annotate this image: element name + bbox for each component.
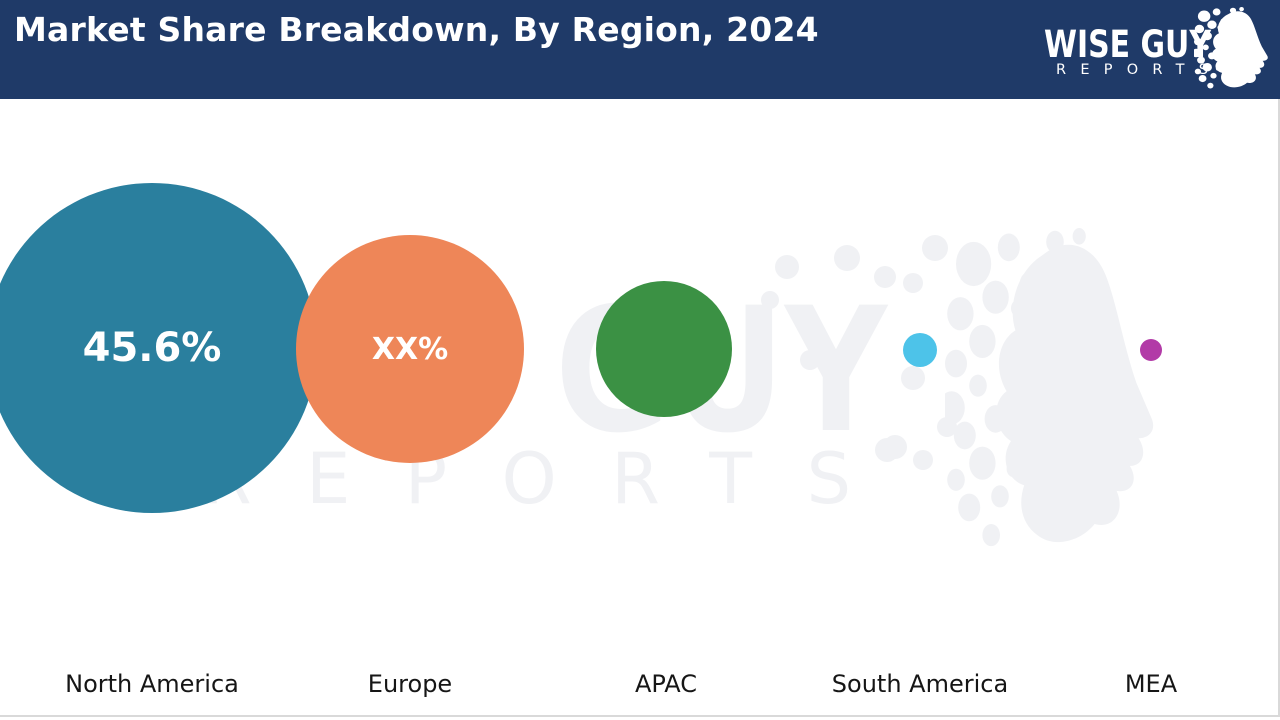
category-label-europe: Europe (367, 670, 453, 698)
bubble-south-america (903, 333, 937, 367)
header-bar: Market Share Breakdown, By Region, 2024 … (0, 0, 1280, 99)
category-label-mea: MEA (1124, 670, 1178, 698)
bubble-chart-area: GUY REPORTS 45.6% XX% (0, 99, 1280, 717)
bubble-north-america: 45.6% (0, 183, 317, 513)
bubble-apac (596, 281, 732, 417)
logo-wordmark: WISE GUY (1044, 23, 1212, 66)
category-label-south-america: South America (831, 670, 1009, 698)
bubble-value-north-america: 45.6% (82, 325, 222, 371)
bubble-mea (1140, 339, 1162, 361)
bubble-europe: XX% (296, 235, 524, 463)
wise-guy-reports-logo: WISE GUY REPORTS (1044, 7, 1268, 89)
category-label-apac: APAC (634, 670, 698, 698)
bubble-value-europe: XX% (371, 331, 449, 367)
page-title: Market Share Breakdown, By Region, 2024 (14, 10, 819, 49)
watermark-head-icon (945, 228, 1154, 547)
category-label-north-america: North America (65, 670, 239, 698)
logo-head-icon (1194, 7, 1268, 89)
watermark-small-text: REPORTS (203, 438, 851, 520)
